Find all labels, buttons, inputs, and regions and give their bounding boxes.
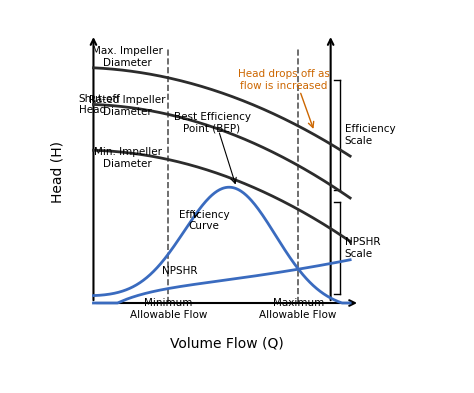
- Text: Head (H): Head (H): [51, 141, 65, 203]
- Text: Efficiency
Curve: Efficiency Curve: [179, 210, 229, 231]
- Text: NPSHR
Scale: NPSHR Scale: [345, 237, 380, 259]
- Text: Best Efficiency
Point (BEP): Best Efficiency Point (BEP): [173, 112, 251, 134]
- Text: Head drops off as
flow is increased: Head drops off as flow is increased: [237, 69, 329, 91]
- Text: NPSHR: NPSHR: [162, 266, 197, 276]
- Text: Min. Impeller
Diameter: Min. Impeller Diameter: [93, 147, 162, 169]
- Text: Shut-off
Head: Shut-off Head: [79, 94, 121, 115]
- Text: Volume Flow (Q): Volume Flow (Q): [170, 336, 283, 351]
- Text: Rated Impeller
Diameter: Rated Impeller Diameter: [89, 95, 166, 117]
- Text: Efficiency
Scale: Efficiency Scale: [345, 124, 395, 146]
- Text: Maximum
Allowable Flow: Maximum Allowable Flow: [259, 298, 337, 320]
- Text: Minimum
Allowable Flow: Minimum Allowable Flow: [129, 298, 207, 320]
- Text: Max. Impeller
Diameter: Max. Impeller Diameter: [92, 46, 163, 68]
